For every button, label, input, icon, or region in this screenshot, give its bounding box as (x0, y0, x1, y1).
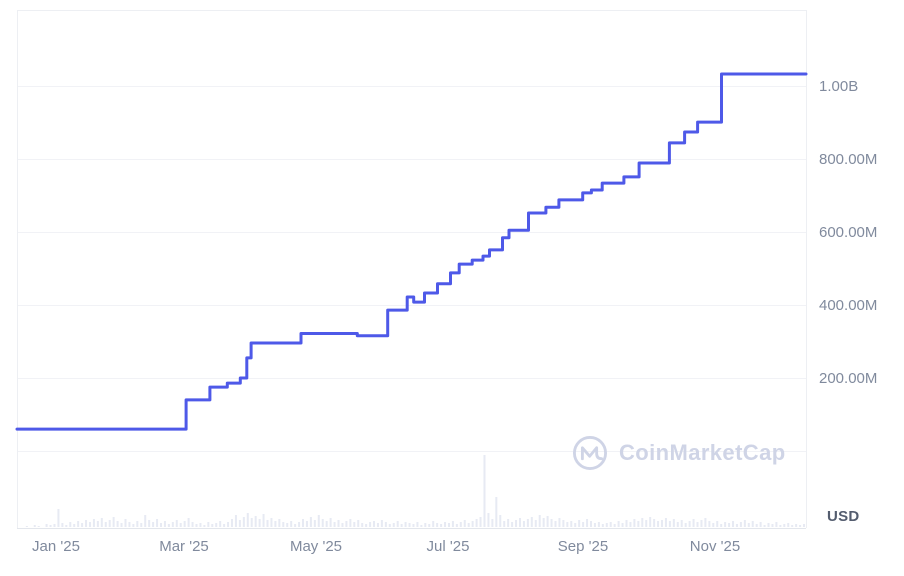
y-tick-label-800m: 800.00M (819, 151, 878, 168)
y-tick-label-1b: 1.00B (819, 78, 859, 95)
y-tick-label-200m: 200.00M (819, 370, 878, 387)
y-tick-label-600m: 600.00M (819, 224, 878, 241)
x-tick-label-sep: Sep '25 (557, 538, 609, 555)
x-tick-label-nov: Nov '25 (689, 538, 741, 555)
y-axis-unit-label: USD (827, 508, 860, 525)
x-tick-label-mar: Mar '25 (159, 538, 209, 555)
x-tick-label-jan: Jan '25 (32, 538, 80, 555)
y-tick-label-400m: 400.00M (819, 297, 878, 314)
x-tick-label-may: May '25 (289, 538, 343, 555)
x-tick-label-jul: Jul '25 (426, 538, 470, 555)
